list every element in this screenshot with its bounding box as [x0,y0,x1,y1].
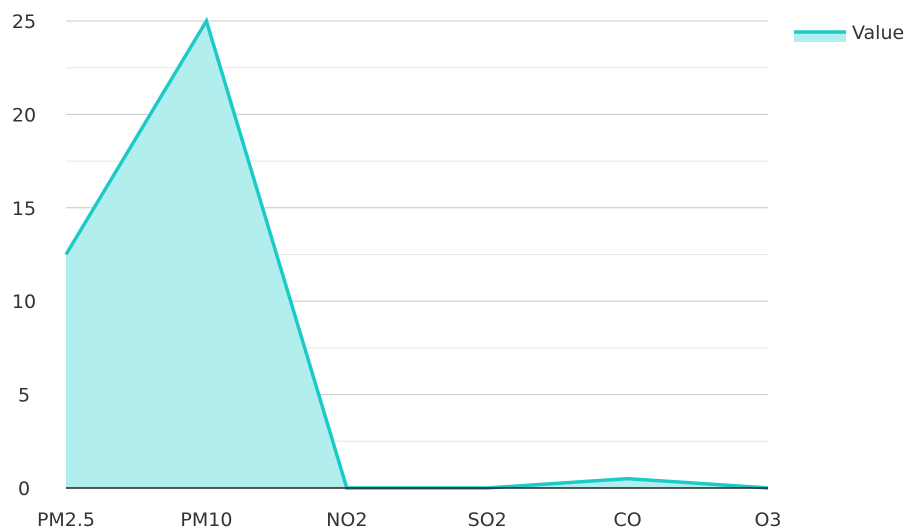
y-tick-labels: 0 5 10 15 20 25 [12,11,36,500]
series-area-fill [66,21,768,488]
x-tick-label: CO [613,509,641,529]
x-tick-label: NO2 [326,509,367,529]
y-tick-label: 5 [18,385,30,407]
x-tick-label: PM10 [180,509,232,529]
legend: Value [794,22,904,44]
y-tick-label: 20 [12,104,36,126]
legend-swatch-fill [794,31,846,42]
legend-item[interactable]: Value [794,22,904,44]
y-tick-label: 0 [18,478,30,500]
legend-label: Value [852,22,904,44]
y-tick-label: 10 [12,291,36,313]
x-tick-label: PM2.5 [37,509,95,529]
x-tick-label: SO2 [468,509,507,529]
y-tick-label: 25 [12,11,36,33]
x-tick-labels: PM2.5 PM10 NO2 SO2 CO O3 [37,509,782,529]
y-tick-label: 15 [12,198,36,220]
x-tick-label: O3 [754,509,781,529]
